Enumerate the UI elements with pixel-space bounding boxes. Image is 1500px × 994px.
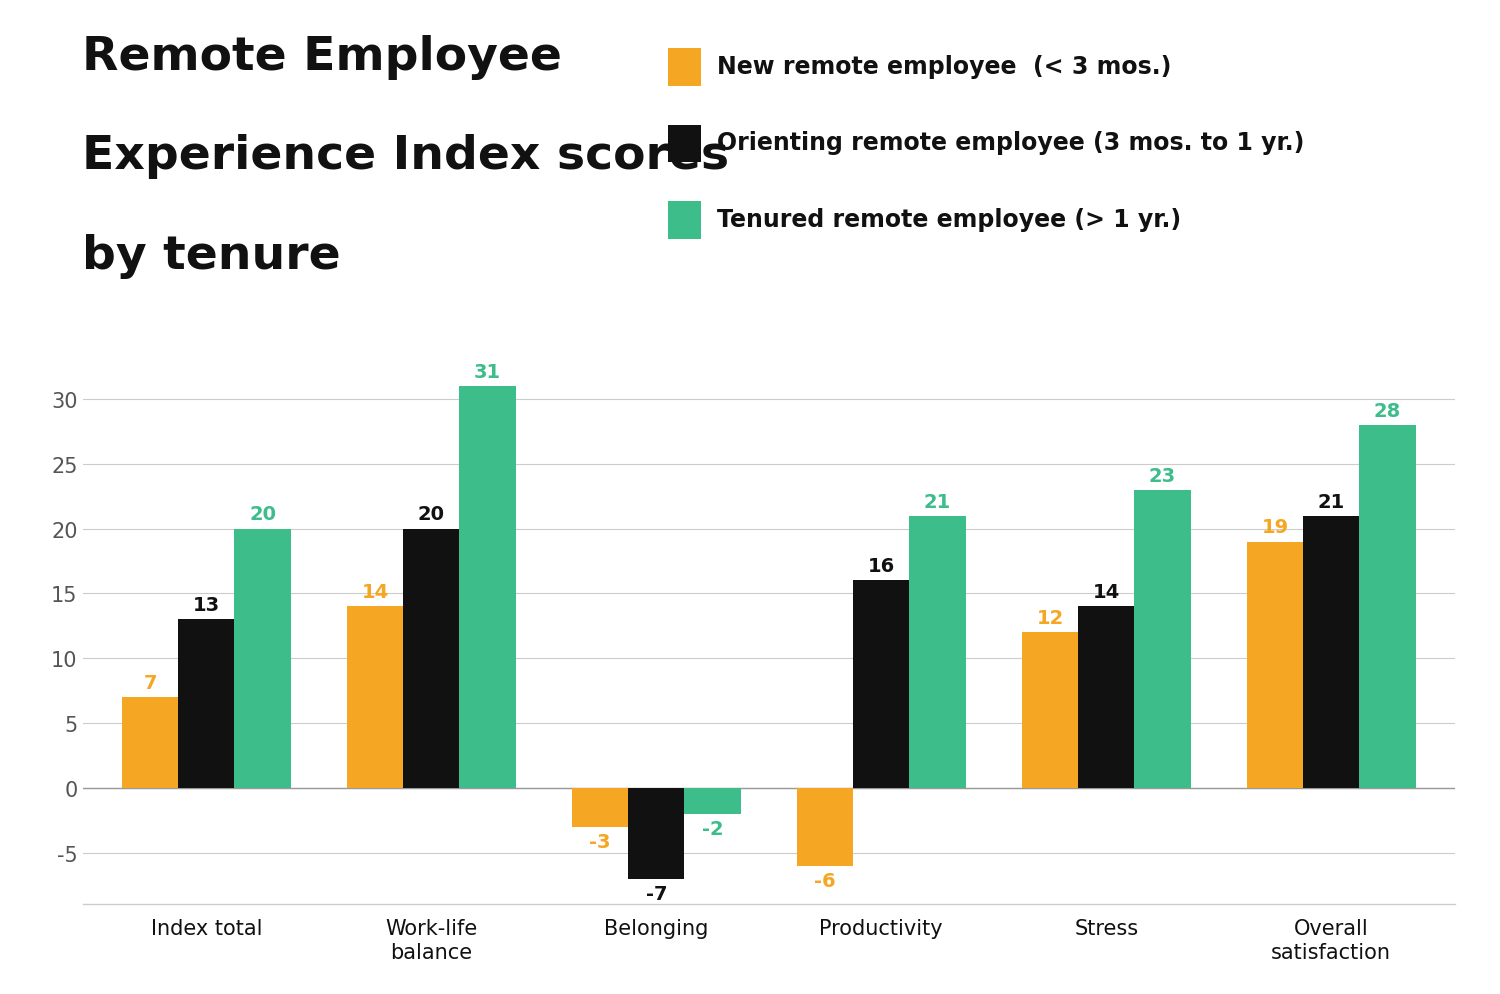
Bar xyxy=(1134,490,1191,788)
Bar xyxy=(404,529,459,788)
Bar xyxy=(1359,425,1416,788)
Bar xyxy=(628,788,684,879)
Text: 14: 14 xyxy=(362,582,388,601)
Bar xyxy=(1022,633,1078,788)
Bar xyxy=(178,619,234,788)
Text: 20: 20 xyxy=(419,505,446,524)
Text: 19: 19 xyxy=(1262,518,1288,537)
Text: 31: 31 xyxy=(474,363,501,382)
Bar xyxy=(1304,516,1359,788)
Bar xyxy=(459,387,516,788)
Text: -6: -6 xyxy=(815,871,836,890)
Text: Orienting remote employee (3 mos. to 1 yr.): Orienting remote employee (3 mos. to 1 y… xyxy=(717,131,1305,155)
Text: 21: 21 xyxy=(924,492,951,511)
Text: -3: -3 xyxy=(590,832,610,851)
Bar xyxy=(796,788,853,866)
Text: Experience Index scores: Experience Index scores xyxy=(82,134,729,179)
Bar xyxy=(909,516,966,788)
Text: 20: 20 xyxy=(249,505,276,524)
Bar xyxy=(234,529,291,788)
Bar xyxy=(1078,606,1134,788)
Text: 7: 7 xyxy=(144,673,158,692)
Text: Tenured remote employee (> 1 yr.): Tenured remote employee (> 1 yr.) xyxy=(717,208,1180,232)
Bar xyxy=(346,606,404,788)
Text: New remote employee  (< 3 mos.): New remote employee (< 3 mos.) xyxy=(717,55,1172,79)
Bar xyxy=(853,580,909,788)
Text: by tenure: by tenure xyxy=(82,234,340,278)
Text: 12: 12 xyxy=(1036,608,1064,627)
Text: 21: 21 xyxy=(1317,492,1346,511)
Text: -7: -7 xyxy=(645,884,668,903)
Text: 28: 28 xyxy=(1374,402,1401,420)
Bar xyxy=(572,788,628,827)
Bar xyxy=(122,698,178,788)
Text: 23: 23 xyxy=(1149,466,1176,485)
Text: 14: 14 xyxy=(1092,582,1120,601)
Bar xyxy=(1246,542,1304,788)
Text: 13: 13 xyxy=(192,595,220,614)
Text: -2: -2 xyxy=(702,819,723,838)
Text: Remote Employee: Remote Employee xyxy=(82,35,562,80)
Bar xyxy=(684,788,741,814)
Text: 16: 16 xyxy=(867,557,895,576)
